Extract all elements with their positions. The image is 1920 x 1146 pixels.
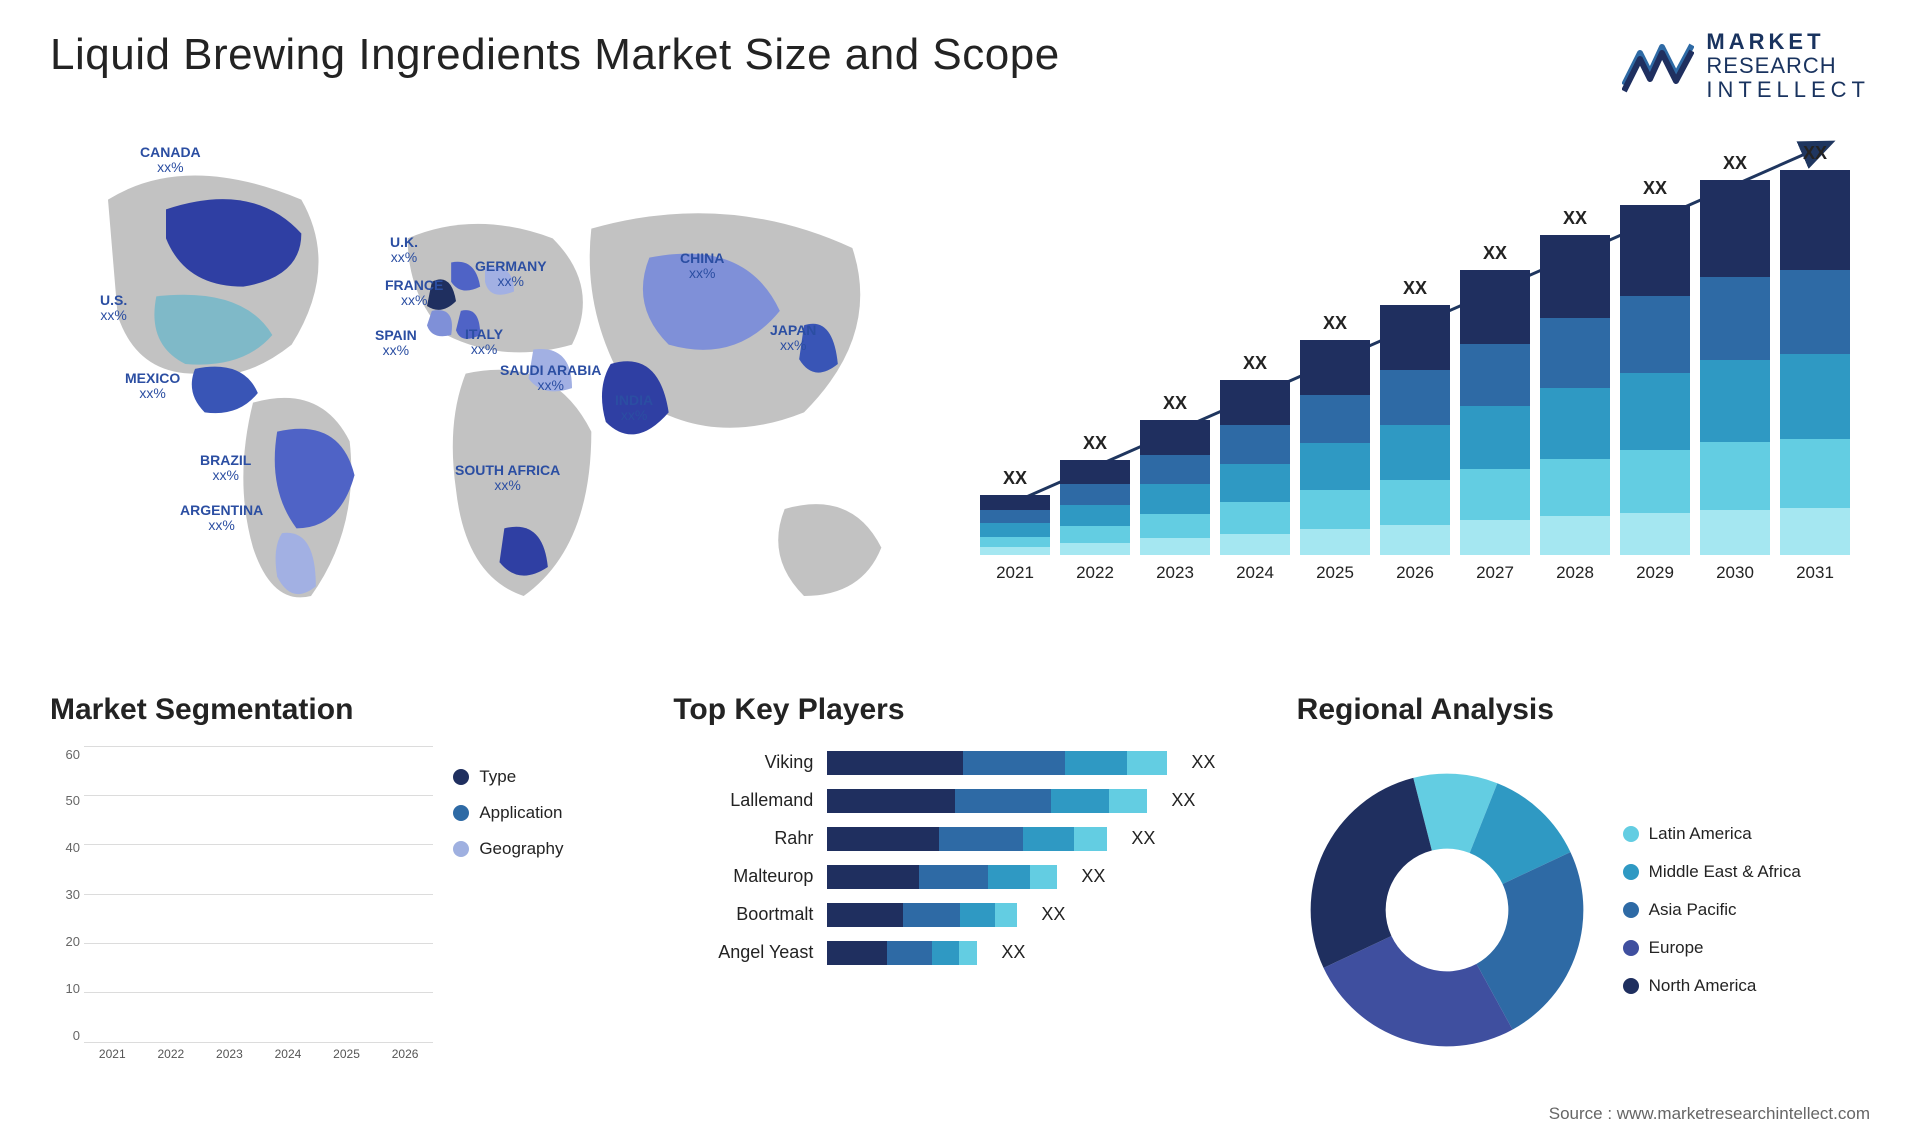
bar-value-label: XX [1563,208,1587,229]
legend-item: Asia Pacific [1623,900,1801,920]
legend-item: Application [453,803,623,823]
source-attribution: Source : www.marketresearchintellect.com [1549,1104,1870,1124]
bar-year-label: 2023 [1156,563,1194,583]
bar-value-label: XX [1803,143,1827,164]
map-label: ARGENTINAxx% [180,503,263,534]
bar-value-label: XX [1403,278,1427,299]
map-label: ITALYxx% [465,327,503,358]
segmentation-title: Market Segmentation [50,693,623,727]
segmentation-panel: Market Segmentation 6050403020100 202120… [50,693,623,1073]
map-label: CHINAxx% [680,251,724,282]
key-player-row: Angel YeastXX [673,941,1246,965]
bar-year-label: 2025 [1316,563,1354,583]
map-label: MEXICOxx% [125,371,180,402]
map-label: U.K.xx% [390,235,418,266]
bar-year-label: 2029 [1636,563,1674,583]
key-players-title: Top Key Players [673,693,1246,727]
regional-title: Regional Analysis [1297,693,1870,727]
bar-year-label: 2022 [1076,563,1114,583]
bar-year-label: 2030 [1716,563,1754,583]
map-label: SPAINxx% [375,328,417,359]
map-label: U.S.xx% [100,293,127,324]
bar-year-label: 2031 [1796,563,1834,583]
key-player-row: MalteuropXX [673,865,1246,889]
bar-value-label: XX [1083,433,1107,454]
map-label: SOUTH AFRICAxx% [455,463,560,494]
bar-year-label: 2028 [1556,563,1594,583]
key-player-row: LallemandXX [673,789,1246,813]
logo-text-3: INTELLECT [1706,78,1870,102]
brand-logo: MARKET RESEARCH INTELLECT [1622,30,1870,103]
map-label: BRAZILxx% [200,453,251,484]
map-label: SAUDI ARABIAxx% [500,363,601,394]
legend-item: Middle East & Africa [1623,862,1801,882]
map-label: FRANCExx% [385,278,443,309]
logo-text-1: MARKET [1706,30,1870,54]
bar-value-label: XX [1163,393,1187,414]
legend-item: Europe [1623,938,1801,958]
bar-value-label: XX [1723,153,1747,174]
logo-icon [1622,39,1694,93]
forecast-bar: XX 2031 [1780,143,1850,583]
bar-year-label: 2027 [1476,563,1514,583]
forecast-bar: XX 2025 [1300,143,1370,583]
page-title: Liquid Brewing Ingredients Market Size a… [50,30,1060,80]
segmentation-chart: 6050403020100 202120222023202420252026 [50,747,433,1073]
map-label: INDIAxx% [615,393,653,424]
map-label: JAPANxx% [770,323,816,354]
world-map [50,133,920,653]
forecast-bar-panel: XX 2021 XX 2022 XX 2023 XX 2024 XX 2025 XX 2026 XX 20… [960,133,1870,653]
bar-year-label: 2026 [1396,563,1434,583]
forecast-bar: XX 2026 [1380,143,1450,583]
bar-value-label: XX [1003,468,1027,489]
world-map-panel: CANADAxx% U.S.xx% MEXICOxx% BRAZILxx% ARGENT… [50,133,920,653]
forecast-bar: XX 2024 [1220,143,1290,583]
forecast-bar: XX 2030 [1700,143,1770,583]
bar-value-label: XX [1323,313,1347,334]
donut-slice [1310,777,1431,967]
logo-text-2: RESEARCH [1706,54,1870,78]
bar-value-label: XX [1643,178,1667,199]
map-label: CANADAxx% [140,145,201,176]
regional-legend: Latin America Middle East & Africa Asia Pa… [1623,824,1801,996]
map-label: GERMANYxx% [475,259,547,290]
forecast-bar: XX 2023 [1140,143,1210,583]
bar-value-label: XX [1483,243,1507,264]
legend-item: Geography [453,839,623,859]
bar-value-label: XX [1243,353,1267,374]
bar-year-label: 2024 [1236,563,1274,583]
key-player-row: RahrXX [673,827,1246,851]
forecast-bar: XX 2027 [1460,143,1530,583]
regional-panel: Regional Analysis Latin America Middle Ea… [1297,693,1870,1073]
forecast-bar: XX 2021 [980,143,1050,583]
legend-item: Latin America [1623,824,1801,844]
segmentation-legend: Type Application Geography [453,747,623,1073]
legend-item: North America [1623,976,1801,996]
forecast-bar: XX 2029 [1620,143,1690,583]
forecast-bar: XX 2028 [1540,143,1610,583]
regional-donut [1297,760,1597,1060]
forecast-bar: XX 2022 [1060,143,1130,583]
legend-item: Type [453,767,623,787]
key-player-row: VikingXX [673,751,1246,775]
key-player-row: BoortmaltXX [673,903,1246,927]
bar-year-label: 2021 [996,563,1034,583]
key-players-panel: Top Key Players VikingXX LallemandXX RahrX… [673,693,1246,1073]
